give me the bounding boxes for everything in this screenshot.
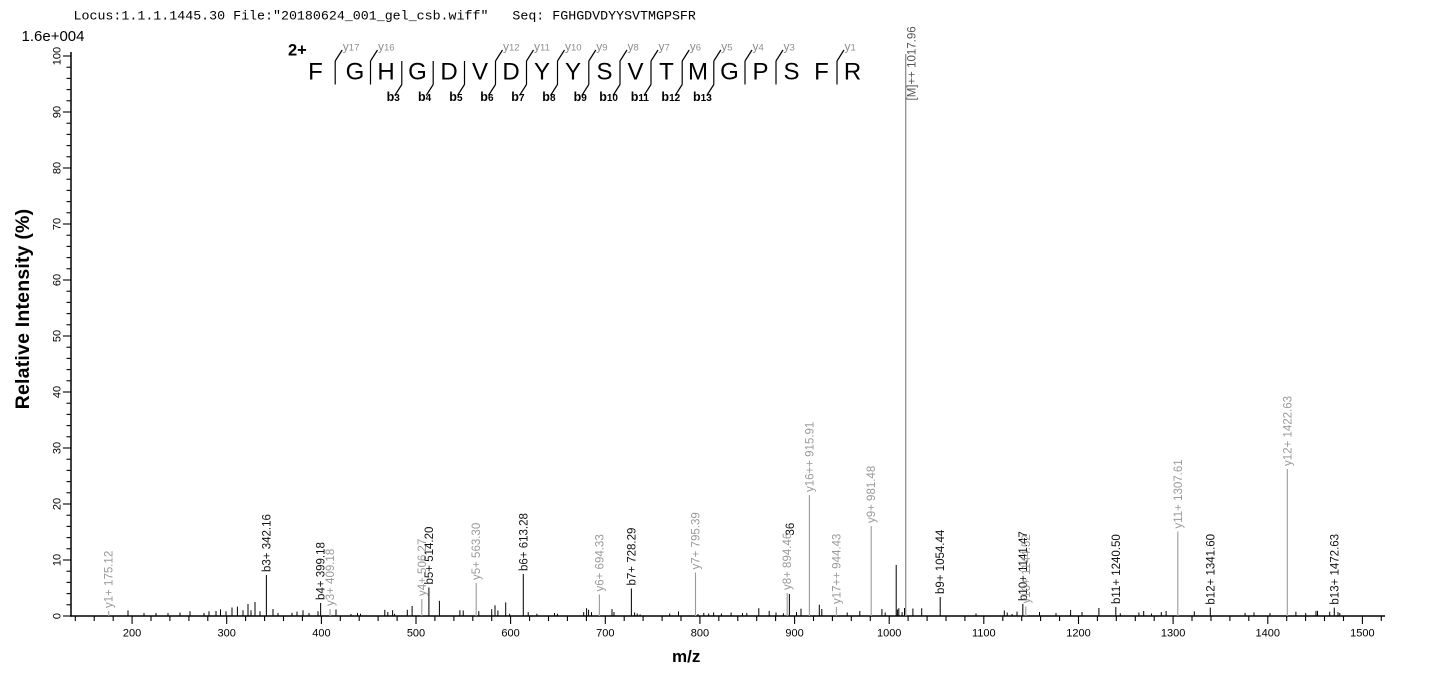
svg-text:1400: 1400 (1256, 628, 1280, 640)
svg-text:50: 50 (52, 330, 64, 342)
svg-text:b6+ 613.28: b6+ 613.28 (518, 513, 530, 571)
svg-text:60: 60 (52, 274, 64, 286)
svg-text:y16: y16 (378, 40, 395, 54)
svg-text:y6+ 694.33: y6+ 694.33 (594, 534, 606, 591)
svg-text:y10: y10 (565, 40, 582, 54)
svg-text:Y: Y (565, 59, 581, 86)
svg-text:y9: y9 (596, 40, 607, 54)
svg-text:V: V (472, 59, 488, 86)
svg-text:20: 20 (52, 498, 64, 510)
svg-text:80: 80 (52, 162, 64, 174)
svg-text:y10+ 1144.52: y10+ 1144.52 (1021, 534, 1033, 603)
svg-text:y4: y4 (753, 40, 764, 54)
svg-text:y12: y12 (503, 40, 520, 54)
svg-text:b5: b5 (449, 90, 463, 104)
svg-text:b9: b9 (574, 90, 588, 104)
svg-text:y16++ 915.91: y16++ 915.91 (804, 422, 816, 492)
svg-text:V: V (627, 59, 643, 86)
svg-text:10: 10 (52, 554, 64, 566)
svg-text:b5+ 514.20: b5+ 514.20 (424, 527, 436, 585)
svg-text:b12: b12 (661, 90, 680, 104)
svg-text:Y: Y (534, 59, 550, 86)
svg-text:b13+ 1472.63: b13+ 1472.63 (1329, 534, 1341, 605)
svg-text:b11: b11 (631, 90, 650, 104)
svg-text:y8: y8 (628, 40, 639, 54)
svg-text:R: R (844, 59, 861, 86)
svg-text:1100: 1100 (972, 628, 996, 640)
svg-text:D: D (440, 59, 457, 86)
svg-text:y12+ 1422.63: y12+ 1422.63 (1282, 396, 1294, 466)
svg-text:y17: y17 (343, 40, 360, 54)
svg-text:b10: b10 (599, 90, 618, 104)
svg-text:b7+ 728.29: b7+ 728.29 (626, 528, 638, 586)
svg-text:b13: b13 (693, 90, 712, 104)
svg-text:500: 500 (407, 628, 425, 640)
svg-text:y6: y6 (690, 40, 701, 54)
svg-text:1500: 1500 (1350, 628, 1374, 640)
svg-text:200: 200 (123, 628, 141, 640)
svg-text:y4+ 506.27: y4+ 506.27 (417, 539, 429, 596)
svg-text:800: 800 (691, 628, 709, 640)
svg-text:1000: 1000 (877, 628, 901, 640)
svg-text:b4: b4 (418, 90, 432, 104)
svg-text:y11+ 1307.61: y11+ 1307.61 (1173, 459, 1185, 528)
svg-text:y9+ 981.48: y9+ 981.48 (866, 466, 878, 523)
svg-text:y17++ 944.43: y17++ 944.43 (831, 534, 843, 604)
svg-text:T: T (659, 59, 674, 86)
svg-text:400: 400 (312, 628, 330, 640)
svg-text:M: M (688, 59, 708, 86)
svg-text:G: G (346, 59, 365, 86)
svg-text:30: 30 (52, 442, 64, 454)
svg-text:300: 300 (218, 628, 236, 640)
svg-text:1.6e+004: 1.6e+004 (22, 28, 85, 45)
svg-text:1200: 1200 (1066, 628, 1090, 640)
svg-text:y7: y7 (659, 40, 670, 54)
svg-text:y1: y1 (845, 40, 856, 54)
svg-text:40: 40 (52, 386, 64, 398)
svg-text:1300: 1300 (1161, 628, 1185, 640)
svg-text:100: 100 (52, 47, 64, 65)
svg-text:y3: y3 (784, 40, 795, 54)
svg-text:70: 70 (52, 218, 64, 230)
svg-text:G: G (408, 59, 427, 86)
svg-text:2+: 2+ (288, 42, 307, 60)
svg-text:b3+ 342.16: b3+ 342.16 (261, 514, 273, 572)
svg-text:m/z: m/z (672, 647, 700, 666)
svg-text:[M]++ 1017.96: [M]++ 1017.96 (906, 26, 918, 100)
svg-text:b3: b3 (387, 90, 401, 104)
svg-text:F: F (308, 59, 323, 86)
svg-text:b7: b7 (511, 90, 525, 104)
svg-text:0: 0 (52, 613, 64, 619)
svg-text:y5+ 563.30: y5+ 563.30 (471, 523, 483, 580)
svg-text:b11+ 1240.50: b11+ 1240.50 (1111, 534, 1123, 604)
svg-text:G: G (720, 59, 739, 86)
svg-text:Locus:1.1.1.1445.30 File:"2018: Locus:1.1.1.1445.30 File:"20180624_001_g… (74, 9, 696, 24)
svg-text:600: 600 (501, 628, 519, 640)
svg-text:b6: b6 (480, 90, 494, 104)
svg-text:H: H (377, 59, 394, 86)
svg-text:S: S (596, 59, 612, 86)
svg-text:y11: y11 (534, 40, 550, 54)
svg-text:y7+ 795.39: y7+ 795.39 (691, 512, 703, 569)
svg-text:y8+ 894.46: y8+ 894.46 (782, 533, 794, 590)
svg-text:S: S (783, 59, 799, 86)
svg-text:y1+ 175.12: y1+ 175.12 (104, 551, 116, 608)
svg-text:Relative Intensity (%): Relative Intensity (%) (12, 209, 34, 410)
svg-text:700: 700 (596, 628, 614, 640)
svg-text:900: 900 (785, 628, 803, 640)
svg-text:P: P (752, 59, 768, 86)
svg-text:y3+ 409.18: y3+ 409.18 (325, 549, 337, 606)
svg-text:b4+ 399.18: b4+ 399.18 (316, 542, 328, 600)
svg-text:F: F (814, 59, 829, 86)
svg-text:b9+ 1054.44: b9+ 1054.44 (935, 529, 947, 594)
svg-text:b10+ 1141.47: b10+ 1141.47 (1018, 531, 1030, 601)
svg-text:90: 90 (52, 106, 64, 118)
svg-text:b12+ 1341.60: b12+ 1341.60 (1205, 534, 1217, 605)
svg-text:D: D (502, 59, 519, 86)
svg-text:y5: y5 (721, 40, 732, 54)
svg-text:b8: b8 (542, 90, 556, 104)
svg-text:36: 36 (785, 523, 797, 536)
